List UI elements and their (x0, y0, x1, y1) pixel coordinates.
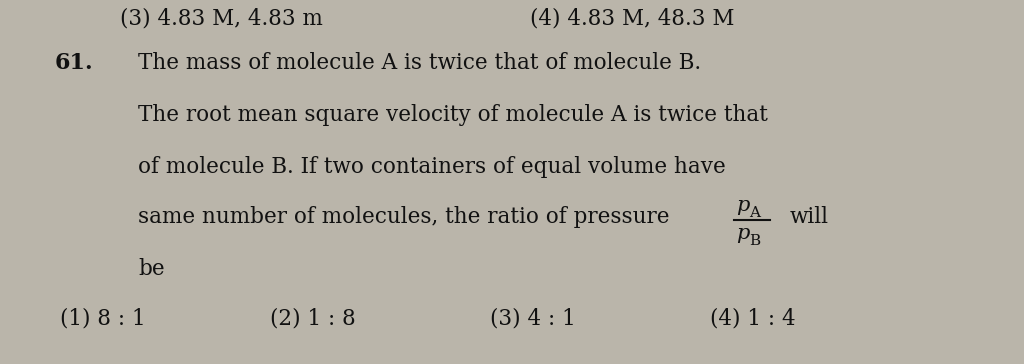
Text: (1) 8 : 1: (1) 8 : 1 (60, 308, 145, 330)
Text: (4) 1 : 4: (4) 1 : 4 (710, 308, 796, 330)
Text: A: A (749, 206, 760, 220)
Text: same number of molecules, the ratio of pressure: same number of molecules, the ratio of p… (138, 206, 670, 228)
Text: be: be (138, 258, 165, 280)
Text: B: B (749, 234, 760, 248)
Text: (3) 4 : 1: (3) 4 : 1 (490, 308, 575, 330)
Text: 61.: 61. (55, 52, 93, 74)
Text: will: will (790, 206, 829, 228)
Text: (2) 1 : 8: (2) 1 : 8 (270, 308, 355, 330)
Text: p: p (736, 224, 750, 243)
Text: of molecule B. If two containers of equal volume have: of molecule B. If two containers of equa… (138, 156, 726, 178)
Text: (3) 4.83 M, 4.83 m: (3) 4.83 M, 4.83 m (120, 8, 323, 30)
Text: The root mean square velocity of molecule A is twice that: The root mean square velocity of molecul… (138, 104, 768, 126)
Text: p: p (736, 196, 750, 215)
Text: (4) 4.83 M, 48.3 M: (4) 4.83 M, 48.3 M (530, 8, 734, 30)
Text: The mass of molecule A is twice that of molecule B.: The mass of molecule A is twice that of … (138, 52, 701, 74)
